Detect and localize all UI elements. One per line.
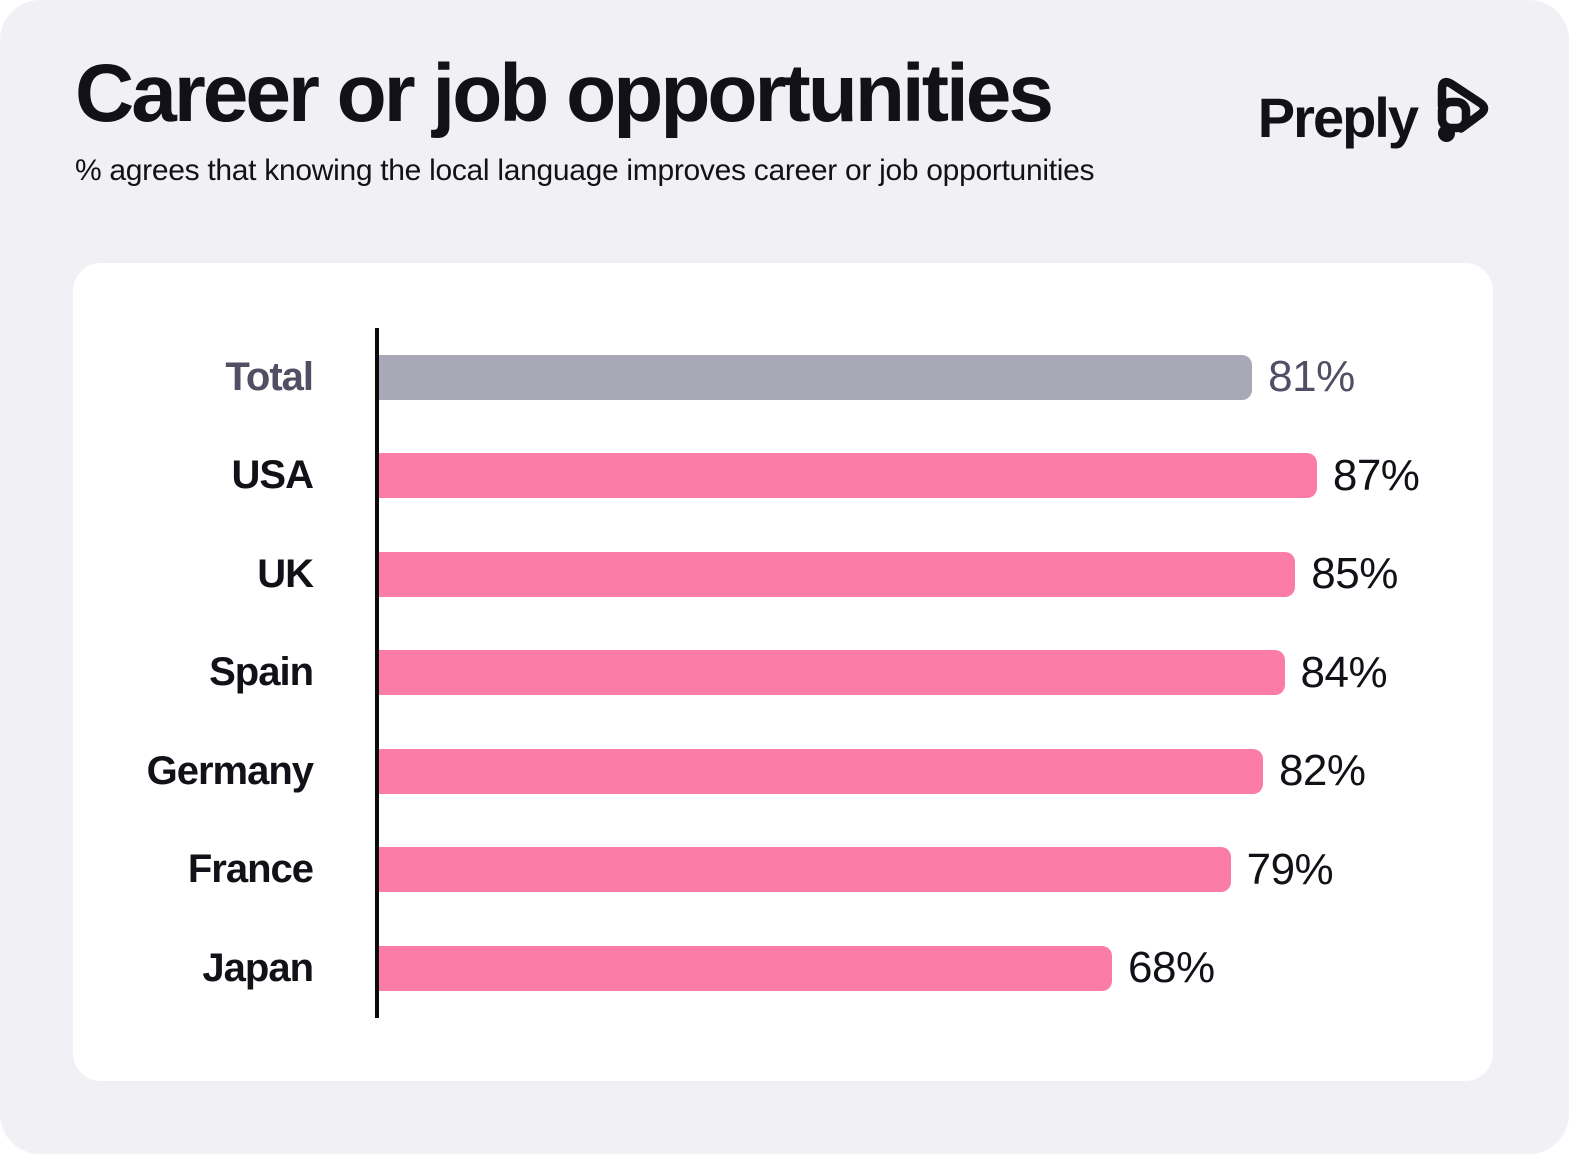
- bar-cell: 82%: [375, 722, 1493, 821]
- bar-track: 85%: [379, 549, 1457, 599]
- bar: [379, 551, 1296, 597]
- chart-row: Germany 82%: [73, 722, 1493, 821]
- category-label: Japan: [202, 945, 314, 990]
- value-label: 68%: [1128, 943, 1215, 993]
- bar: [379, 748, 1263, 794]
- category-label: Germany: [146, 748, 314, 793]
- category-label: UK: [257, 551, 314, 596]
- bar-cell: 85%: [375, 525, 1493, 624]
- page-subtitle: % agrees that knowing the local language…: [75, 153, 1095, 187]
- brand-wordmark: Preply: [1257, 86, 1419, 149]
- value-label: 84%: [1300, 647, 1388, 697]
- bar-chart: Total 81% USA 87% UK 85% Spain 84% Germany 82% Fra…: [73, 328, 1493, 1018]
- bar-track: 81%: [379, 352, 1457, 402]
- value-label: 85%: [1311, 549, 1398, 599]
- bar: [379, 354, 1253, 400]
- bar-track: 79%: [379, 845, 1457, 895]
- bar-track: 84%: [379, 648, 1457, 698]
- page-title: Career or job opportunities: [75, 48, 1054, 139]
- brand-logo: Preply: [1258, 76, 1493, 146]
- category-label: Total: [225, 354, 314, 399]
- bar: [379, 453, 1317, 499]
- bar-track: 68%: [379, 943, 1457, 993]
- chart-card: Total 81% USA 87% UK 85% Spain 84% Germany 82% Fra…: [73, 263, 1493, 1081]
- category-label: Spain: [209, 650, 314, 695]
- header-text-block: Career or job opportunities % agrees tha…: [75, 52, 1094, 188]
- bar-cell: 87%: [375, 426, 1493, 525]
- chart-row: Spain 84%: [73, 623, 1493, 722]
- bar-cell: 79%: [375, 820, 1493, 919]
- bar: [379, 945, 1113, 991]
- chart-row: France 79%: [73, 820, 1493, 919]
- value-label: 82%: [1278, 746, 1366, 796]
- chart-row: UK 85%: [73, 525, 1493, 624]
- chart-row: Total 81%: [73, 328, 1493, 427]
- value-label: 87%: [1332, 450, 1420, 500]
- bar-track: 82%: [379, 746, 1457, 796]
- value-label: 79%: [1246, 844, 1334, 894]
- value-label: 81%: [1268, 352, 1355, 402]
- bar-cell: 84%: [375, 623, 1493, 722]
- chart-row: Japan 68%: [73, 919, 1493, 1018]
- preply-play-icon: [1437, 77, 1489, 142]
- bar-cell: 68%: [375, 919, 1493, 1018]
- bar-track: 87%: [379, 451, 1457, 501]
- category-label: France: [187, 847, 314, 892]
- category-label: USA: [231, 453, 314, 498]
- bar: [379, 847, 1231, 893]
- bar-cell: 81%: [375, 328, 1493, 427]
- bar: [379, 650, 1285, 696]
- header: Career or job opportunities % agrees tha…: [0, 0, 1569, 263]
- chart-row: USA 87%: [73, 426, 1493, 525]
